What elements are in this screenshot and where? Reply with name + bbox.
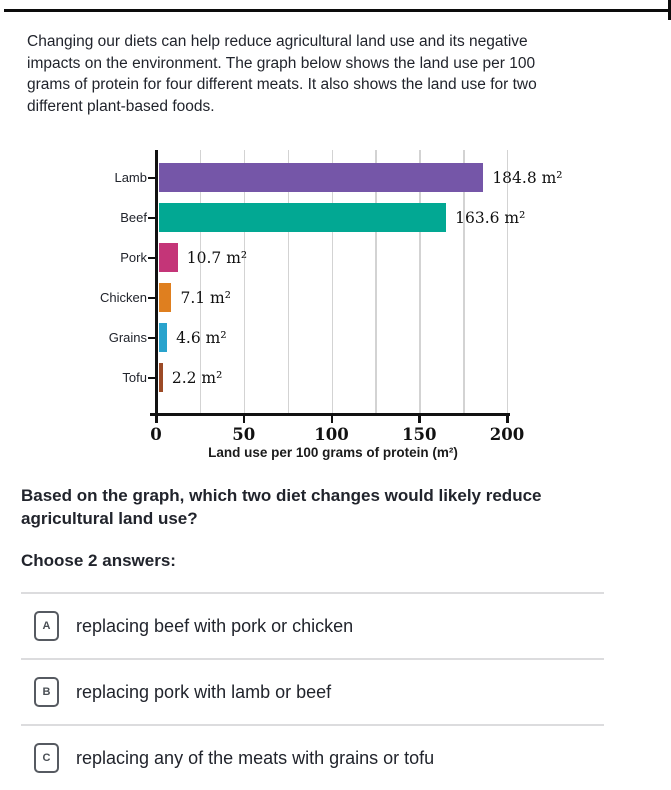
option-a-checkbox[interactable]: A [34, 611, 59, 641]
x-tick-label: 50 [232, 425, 256, 444]
bar [159, 243, 178, 272]
y-axis-line [155, 150, 158, 417]
bar-value-label: 2.2 m² [171, 368, 223, 387]
x-axis-tick [506, 416, 509, 423]
option-a-row[interactable]: A replacing beef with pork or chicken [21, 592, 604, 658]
bar-chart: Lamb 184.8 m² Beef 163.6 m² Pork 10.7 m² Chick… [0, 148, 671, 470]
question-text: Based on the graph, which two diet chang… [21, 486, 542, 528]
x-tick-label: 100 [314, 425, 349, 444]
x-axis-tick [155, 416, 158, 423]
category-tick [148, 376, 155, 379]
x-tick-label: 150 [402, 425, 437, 444]
x-axis-title: Land use per 100 grams of protein (m²) [208, 445, 458, 460]
gridline [375, 150, 377, 414]
gridline [463, 150, 465, 414]
option-b-checkbox[interactable]: B [34, 677, 59, 707]
category-label: Pork [120, 249, 147, 265]
frame-right-border [668, 0, 671, 20]
option-a-label: replacing beef with pork or chicken [76, 615, 354, 636]
category-label: Grains [108, 329, 147, 345]
choose-answers-label: Choose 2 answers: [21, 551, 176, 570]
gridline [331, 150, 333, 414]
category-label: Beef [120, 209, 147, 225]
gridline [287, 150, 290, 414]
bar [159, 363, 163, 392]
option-b-row[interactable]: B replacing pork with lamb or beef [21, 658, 604, 724]
bar-value-label: 163.6 m² [455, 208, 526, 227]
bar-value-label: 4.6 m² [176, 328, 227, 347]
x-axis-tick [330, 416, 333, 423]
gridline [419, 150, 421, 414]
intro-paragraph: Changing our diets can help reduce agric… [27, 33, 537, 115]
category-label: Lamb [114, 169, 147, 185]
bar [159, 283, 172, 312]
category-tick [148, 296, 155, 299]
x-tick-label: 0 [150, 425, 162, 444]
bar [159, 163, 484, 192]
bar [159, 323, 168, 352]
option-c-checkbox[interactable]: C [34, 743, 59, 773]
option-c-label: replacing any of the meats with grains o… [76, 747, 435, 768]
option-c-row[interactable]: C replacing any of the meats with grains… [21, 724, 604, 790]
option-b-label: replacing pork with lamb or beef [76, 681, 332, 702]
answer-options: A replacing beef with pork or chicken B … [21, 592, 604, 790]
x-tick-label: 200 [489, 425, 525, 444]
gridline [243, 150, 246, 414]
bar-value-label: 7.1 m² [180, 288, 231, 307]
bar [159, 203, 447, 232]
x-axis-tick [418, 416, 421, 423]
frame-top-border [4, 9, 671, 12]
category-tick [148, 256, 155, 259]
gridline [507, 150, 509, 414]
x-axis-tick [242, 416, 246, 423]
bar-value-label: 184.8 m² [492, 168, 563, 187]
bar-value-label: 10.7 m² [186, 248, 248, 267]
category-tick [148, 216, 155, 219]
category-label: Tofu [122, 369, 147, 385]
category-label: Chicken [100, 289, 147, 305]
x-axis-line [150, 413, 510, 416]
category-tick [148, 176, 155, 179]
category-tick [148, 336, 155, 339]
gridline [199, 150, 202, 414]
